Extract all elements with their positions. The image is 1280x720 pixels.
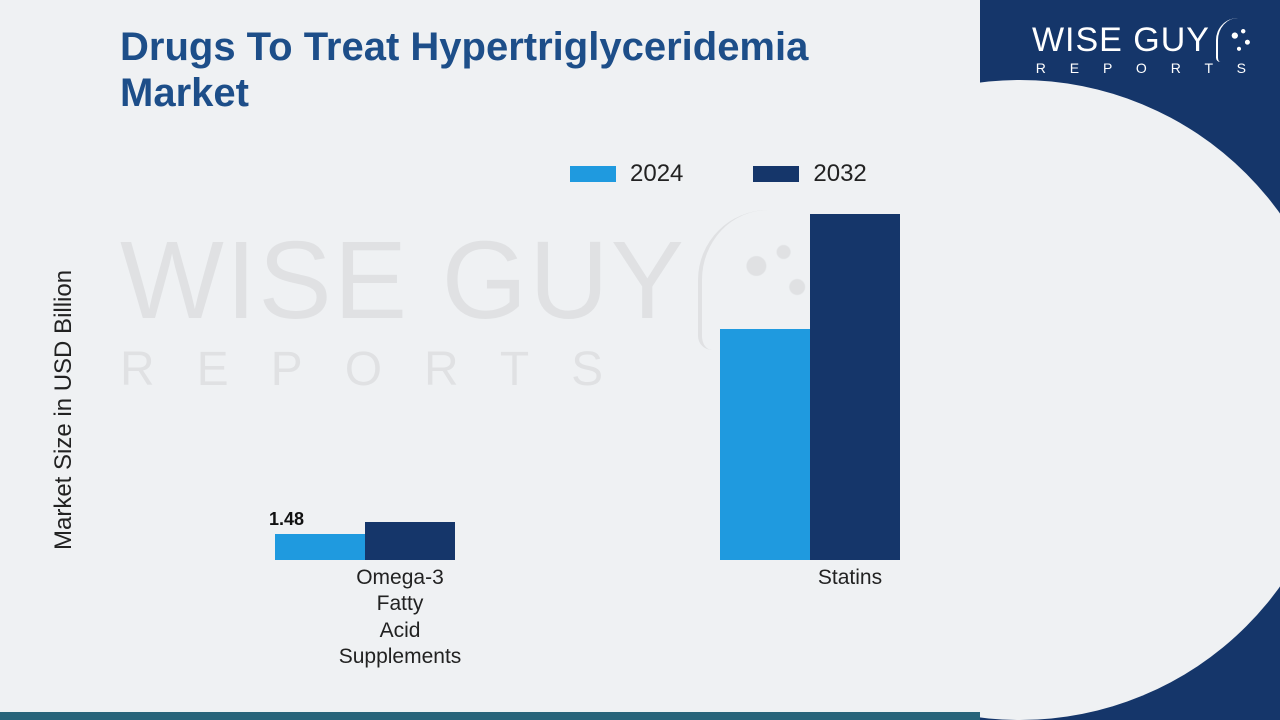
legend-item-2024: 2024 (570, 160, 683, 188)
legend-item-2032: 2032 (753, 160, 866, 188)
bar-omega-3-fatty-acid-supplements-2024 (275, 534, 365, 560)
bar-statins-2024 (720, 329, 810, 560)
bottom-strip (0, 712, 980, 720)
bar-statins-2032 (810, 214, 900, 561)
x-axis-label: Statins (750, 565, 950, 591)
brand-sub-text: R E P O R T S (1032, 60, 1260, 76)
y-axis-label: Market Size in USD Billion (50, 270, 78, 550)
legend-label-2032: 2032 (813, 160, 866, 188)
bar-omega-3-fatty-acid-supplements-2032 (365, 522, 455, 561)
chart-canvas: WISE GUY R E P O R T S WISE GUY REPORTS … (0, 0, 1280, 720)
legend: 2024 2032 (570, 160, 867, 188)
legend-swatch-2032 (753, 166, 799, 182)
legend-swatch-2024 (570, 166, 616, 182)
legend-label-2024: 2024 (630, 160, 683, 188)
plot-area: 1.48Omega-3FattyAcidSupplementsStatins (100, 200, 940, 570)
brand-head-icon (1216, 18, 1260, 62)
bar-value-label: 1.48 (269, 509, 304, 530)
x-axis-label: Omega-3FattyAcidSupplements (300, 565, 500, 670)
brand-main-text: WISE GUY (1032, 21, 1210, 60)
brand-logo: WISE GUY R E P O R T S (1032, 18, 1260, 76)
chart-title: Drugs To Treat Hypertriglyceridemia Mark… (120, 24, 880, 116)
